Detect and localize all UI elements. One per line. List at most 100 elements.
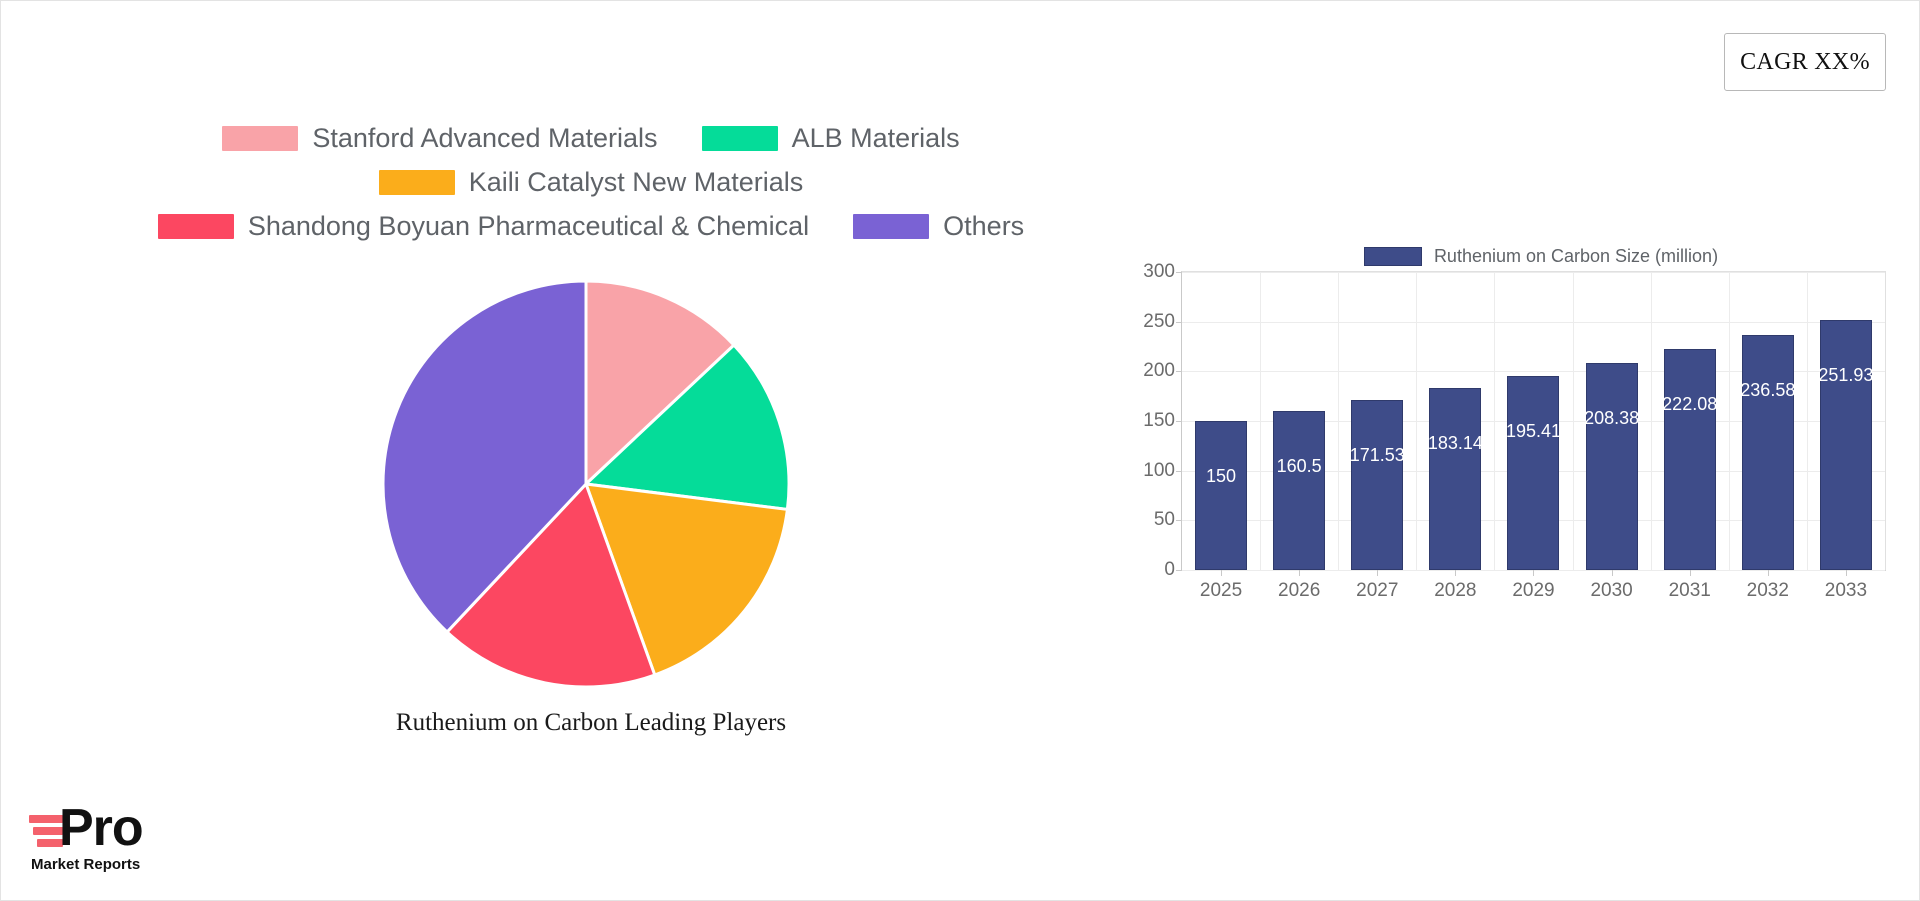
bar-value-label: 195.41 bbox=[1505, 420, 1562, 441]
bar-value-label: 171.53 bbox=[1349, 444, 1405, 465]
bar-series: 150 2025 160.5 2026 171.53 2027 183.14 2028 195.… bbox=[1182, 272, 1885, 601]
legend-swatch-icon bbox=[378, 170, 455, 195]
x-axis-tick-label: 2027 bbox=[1356, 580, 1399, 601]
x-gridline bbox=[1260, 272, 1262, 570]
x-axis-tick-mark bbox=[1767, 570, 1769, 576]
x-axis-tick-mark bbox=[1377, 570, 1379, 576]
x-gridline bbox=[1650, 272, 1652, 570]
y-axis-tick-mark bbox=[1176, 570, 1182, 571]
pie-slice[interactable] bbox=[583, 482, 790, 677]
bar-value-label: 160.5 bbox=[1276, 455, 1322, 476]
y-axis-tick-mark bbox=[1176, 470, 1182, 472]
legend-item-shandong-boyuan-pharmaceutical-chemical[interactable]: Shandong Boyuan Pharmaceutical & Chemica… bbox=[157, 211, 810, 242]
y-axis-tick-mark bbox=[1176, 421, 1182, 422]
bar-slot: 150 2025 bbox=[1182, 272, 1260, 601]
cagr-badge: CAGR XX% bbox=[1724, 33, 1886, 91]
x-axis-tick-mark bbox=[1611, 570, 1613, 576]
x-axis-tick-mark bbox=[1299, 570, 1301, 576]
x-axis-tick-mark bbox=[1845, 570, 1847, 576]
legend-item-label: Shandong Boyuan Pharmaceutical & Chemica… bbox=[247, 211, 810, 241]
bar-value-label: 251.93 bbox=[1818, 364, 1874, 385]
legend-item-kaili-catalyst-new-materials[interactable]: Kaili Catalyst New Materials bbox=[378, 167, 803, 198]
pie-slice[interactable] bbox=[381, 279, 588, 635]
bar-slot: 222.08 2031 bbox=[1651, 272, 1729, 601]
y-gridline bbox=[1182, 321, 1885, 323]
x-axis-tick-label: 2026 bbox=[1278, 580, 1321, 601]
y-axis-tick-label: 300 bbox=[1143, 261, 1175, 282]
bar[interactable]: 171.53 bbox=[1349, 399, 1405, 570]
bar-slot: 160.5 2026 bbox=[1260, 272, 1338, 601]
x-axis-tick-label: 2028 bbox=[1434, 580, 1477, 601]
bar-value-label: 222.08 bbox=[1662, 394, 1718, 415]
legend-item-label: Others bbox=[943, 211, 1025, 241]
pie-slice[interactable] bbox=[444, 481, 657, 689]
y-axis-tick-mark bbox=[1176, 520, 1182, 522]
bar-chart-plot-area: 0 50 100 150 200 250 300 150 2025 160.5 2026 171.5… bbox=[1143, 261, 1886, 601]
y-axis-tick-label: 50 bbox=[1153, 509, 1175, 531]
bar[interactable]: 183.14 bbox=[1427, 388, 1483, 570]
x-gridline bbox=[1416, 272, 1418, 570]
legend-swatch-icon bbox=[222, 126, 299, 151]
bar-legend-label: Ruthenium on Carbon Size (million) bbox=[1433, 245, 1719, 266]
bar[interactable]: 208.38 bbox=[1584, 363, 1640, 570]
logo-bar-icon bbox=[33, 827, 63, 835]
bar[interactable]: 150 bbox=[1195, 421, 1248, 570]
bar-slot: 183.14 2028 bbox=[1416, 272, 1494, 601]
bar[interactable]: 195.41 bbox=[1505, 375, 1562, 570]
legend-swatch-icon bbox=[701, 126, 778, 151]
x-axis-tick-label: 2029 bbox=[1512, 580, 1555, 601]
logo-wordmark: Pro bbox=[59, 799, 144, 857]
x-axis-tick-label: 2033 bbox=[1824, 580, 1868, 601]
pie-chart-svg bbox=[381, 279, 791, 689]
y-axis-tick-label: 0 bbox=[1164, 559, 1175, 580]
x-axis-tick-label: 2031 bbox=[1668, 580, 1711, 601]
bar-slot: 171.53 2027 bbox=[1338, 272, 1416, 601]
legend-item-stanford-advanced-materials[interactable]: Stanford Advanced Materials bbox=[222, 123, 658, 154]
x-axis-tick-label: 2025 bbox=[1199, 580, 1243, 601]
legend-item-label: ALB Materials bbox=[791, 123, 960, 153]
legend-item-others[interactable]: Others bbox=[853, 211, 1024, 242]
legend-item-label: Stanford Advanced Materials bbox=[312, 123, 658, 153]
legend-swatch-icon bbox=[853, 214, 930, 239]
pie-legend: Stanford Advanced Materials ALB Material… bbox=[66, 111, 1116, 242]
bar[interactable]: 236.58 bbox=[1740, 335, 1796, 570]
y-axis-tick-label: 200 bbox=[1143, 360, 1175, 382]
y-axis-tick-label: 250 bbox=[1143, 310, 1175, 332]
bar-value-label: 183.14 bbox=[1427, 433, 1483, 454]
pie-legend-row: Stanford Advanced Materials ALB Material… bbox=[66, 123, 1116, 154]
bar-value-label: 150 bbox=[1206, 466, 1237, 486]
x-gridline bbox=[1338, 272, 1340, 570]
x-gridline bbox=[1494, 272, 1496, 570]
x-axis-tick-label: 2030 bbox=[1590, 580, 1633, 601]
bar[interactable]: 160.5 bbox=[1273, 410, 1326, 570]
bar-slot: 236.58 2032 bbox=[1729, 272, 1807, 601]
x-axis-tick-label: 2032 bbox=[1746, 580, 1789, 601]
bar-slot: 251.93 2033 bbox=[1807, 272, 1885, 601]
bar-chart-legend[interactable]: Ruthenium on Carbon Size (million) bbox=[1181, 241, 1901, 271]
bar-slot: 208.38 2030 bbox=[1573, 272, 1651, 601]
pie-slice[interactable] bbox=[584, 279, 737, 488]
y-axis-tick-label: 150 bbox=[1143, 410, 1175, 431]
bar-value-label: 236.58 bbox=[1740, 380, 1796, 400]
x-axis-tick-mark bbox=[1455, 570, 1457, 576]
bar-slot: 195.41 2029 bbox=[1494, 272, 1572, 601]
pie-chart[interactable] bbox=[381, 279, 791, 689]
legend-swatch-icon bbox=[157, 214, 234, 239]
pie-chart-panel: Stanford Advanced Materials ALB Material… bbox=[1, 111, 1181, 811]
bar-value-label: 208.38 bbox=[1584, 408, 1640, 429]
x-axis-tick-mark bbox=[1221, 570, 1223, 576]
pie-slice-group bbox=[381, 279, 791, 689]
bar[interactable]: 251.93 bbox=[1818, 319, 1874, 570]
legend-item-alb-materials[interactable]: ALB Materials bbox=[701, 123, 960, 154]
bar-chart-panel: Ruthenium on Carbon Size (million) 0 50 10… bbox=[1141, 241, 1901, 661]
cagr-badge-label: CAGR XX% bbox=[1740, 48, 1870, 75]
y-axis-tick-mark bbox=[1176, 272, 1182, 273]
bar[interactable]: 222.08 bbox=[1662, 349, 1718, 570]
pie-slice[interactable] bbox=[582, 342, 791, 512]
legend-swatch-icon bbox=[1363, 246, 1422, 266]
y-axis-tick-mark bbox=[1176, 321, 1182, 323]
x-gridline bbox=[1806, 272, 1808, 570]
x-gridline bbox=[1572, 272, 1574, 570]
x-gridline bbox=[1728, 272, 1730, 570]
